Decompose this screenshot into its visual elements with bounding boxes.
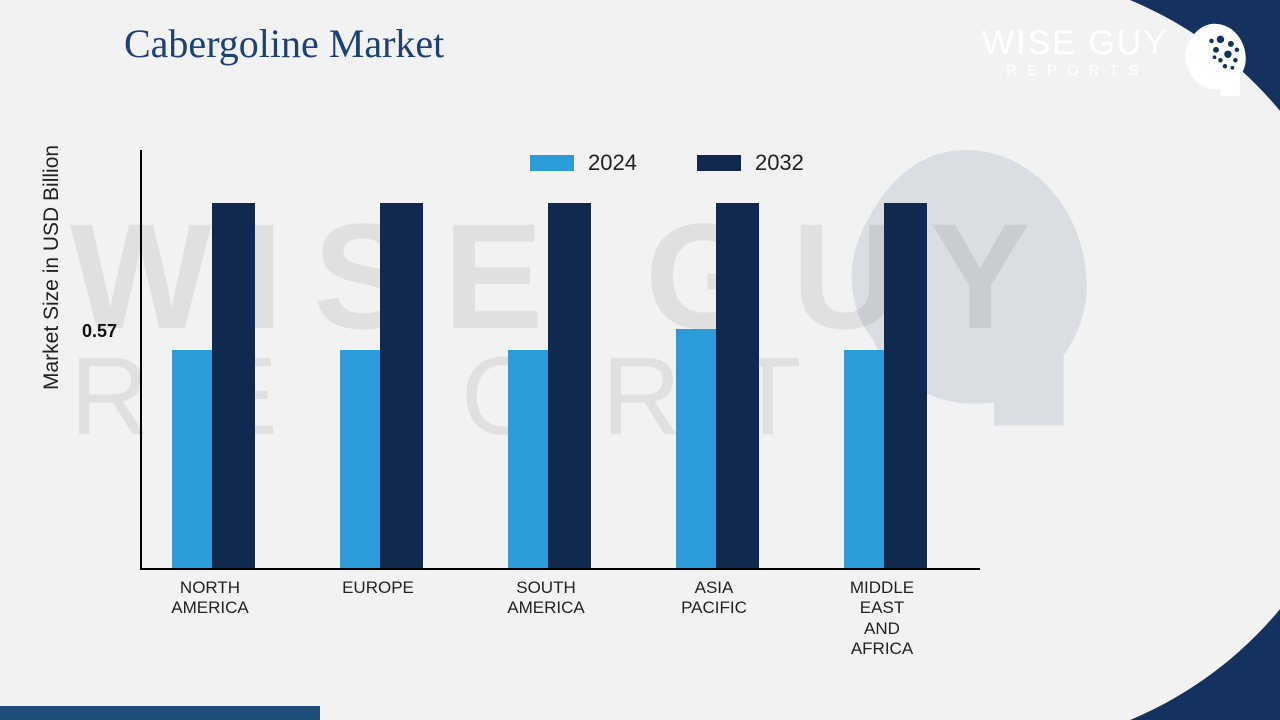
bar-2024 bbox=[508, 350, 551, 568]
bar-2032 bbox=[548, 203, 591, 568]
category-label: ASIA PACIFIC bbox=[644, 578, 784, 619]
category-label: SOUTH AMERICA bbox=[476, 578, 616, 619]
bar-2024 bbox=[676, 329, 719, 568]
plot-area bbox=[140, 150, 980, 570]
bar-2024 bbox=[172, 350, 215, 568]
bar-2032 bbox=[212, 203, 255, 568]
chart-title: Cabergoline Market bbox=[124, 20, 444, 67]
bottom-accent-bar bbox=[0, 706, 320, 720]
page: WISE GUY REPORTS Cabergoline Market WISE… bbox=[0, 0, 1280, 720]
bar-2024 bbox=[340, 350, 383, 568]
brand-logo: WISE GUY REPORTS bbox=[982, 18, 1252, 108]
bar-2032 bbox=[380, 203, 423, 568]
y-axis-label: Market Size in USD Billion bbox=[40, 145, 64, 390]
logo-line2: REPORTS bbox=[1006, 62, 1148, 79]
y-tick-label: 0.57 bbox=[82, 321, 117, 342]
category-label: MIDDLE EAST AND AFRICA bbox=[812, 578, 952, 660]
bar-chart: 2024 2032 Market Size in USD Billion 0.5… bbox=[60, 150, 990, 700]
bar-2032 bbox=[716, 203, 759, 568]
category-label: EUROPE bbox=[308, 578, 448, 598]
logo-line1: WISE GUY bbox=[982, 24, 1168, 63]
bar-2024 bbox=[844, 350, 887, 568]
category-label: NORTH AMERICA bbox=[140, 578, 280, 619]
logo-head-icon bbox=[1177, 20, 1252, 102]
bar-2032 bbox=[884, 203, 927, 568]
